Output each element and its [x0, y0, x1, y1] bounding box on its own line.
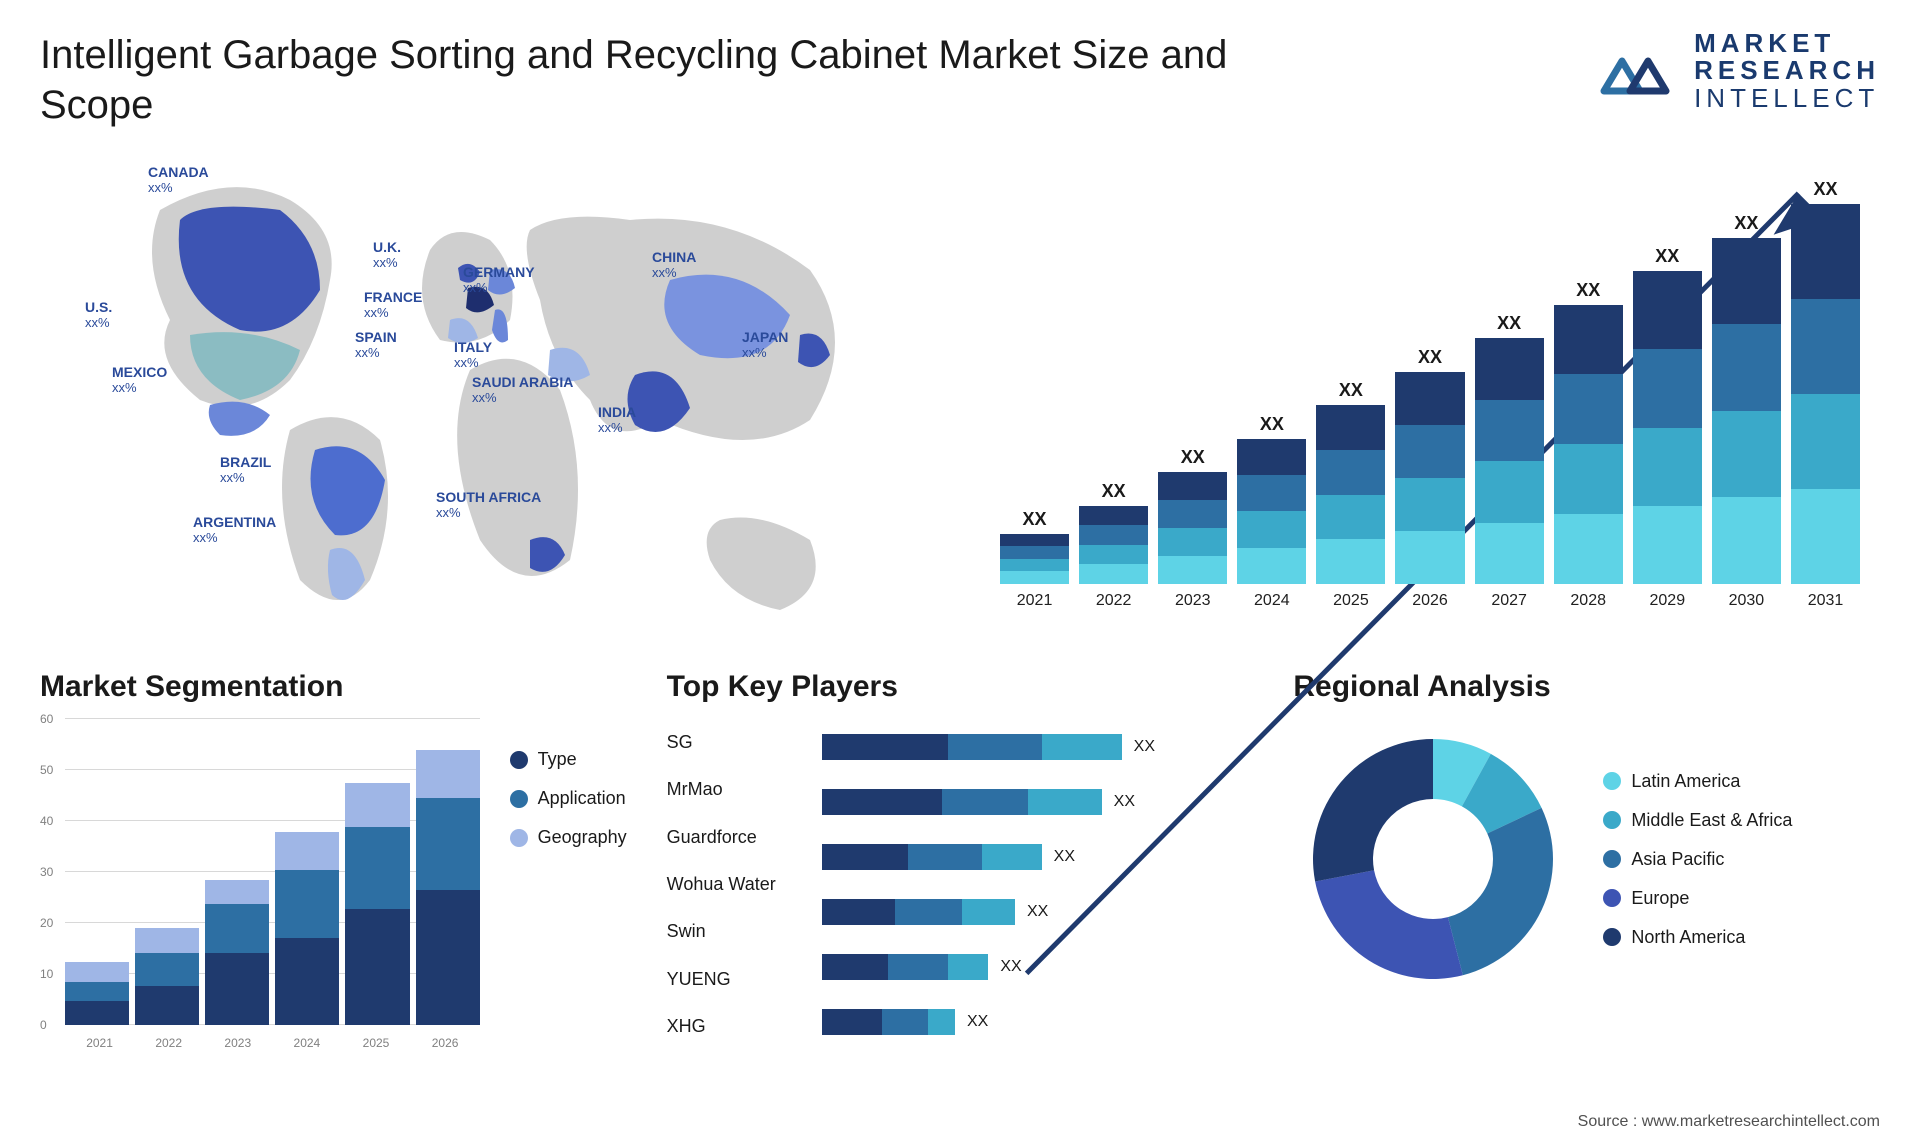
main-bar-chart: XX 2021 XX 2022 XX 2023 XX 2024 XX 2025 XX 2026 XX 20… — [980, 140, 1880, 640]
regional-legend: Latin America Middle East & Africa Asia Pa… — [1603, 771, 1792, 948]
logo-line2: RESEARCH — [1694, 57, 1880, 84]
player-value-label: XX — [1134, 738, 1155, 756]
players-title: Top Key Players — [667, 670, 1254, 704]
legend-item: Middle East & Africa — [1603, 810, 1792, 831]
bar-top-label: XX — [1418, 347, 1442, 368]
country-label: CANADAxx% — [148, 165, 209, 196]
player-name: Wohua Water — [667, 874, 807, 895]
bar-x-label: 2021 — [1017, 592, 1053, 610]
players-panel: Top Key Players SG MrMao Guardforce Wohua W… — [667, 670, 1254, 1050]
bar-x-label: 2024 — [1254, 592, 1290, 610]
bar-column: XX 2022 — [1079, 481, 1148, 610]
country-label: SPAINxx% — [355, 330, 397, 361]
player-name: YUENG — [667, 969, 807, 990]
country-label: ITALYxx% — [454, 340, 492, 371]
bar-top-label: XX — [1260, 414, 1284, 435]
regional-title: Regional Analysis — [1293, 670, 1880, 704]
country-label: U.K.xx% — [373, 240, 401, 271]
bar-x-label: 2026 — [1412, 592, 1448, 610]
legend-item: Latin America — [1603, 771, 1792, 792]
player-bar-row: XX — [822, 954, 1254, 980]
source-attribution: Source : www.marketresearchintellect.com — [1578, 1113, 1880, 1131]
bar-x-label: 2022 — [1096, 592, 1132, 610]
bar-x-label: 2025 — [1333, 592, 1369, 610]
logo-line3: INTELLECT — [1694, 85, 1880, 112]
player-bar-row: XX — [822, 899, 1254, 925]
logo-line1: MARKET — [1694, 30, 1880, 57]
donut-segment — [1448, 808, 1553, 975]
donut-segment — [1315, 870, 1463, 979]
bar-column: XX 2025 — [1316, 380, 1385, 610]
bar-column: XX 2024 — [1237, 414, 1306, 610]
bar-column: XX 2030 — [1712, 213, 1781, 610]
player-bars-chart: XX XX XX XX XX XX — [822, 719, 1254, 1050]
bar-column: XX 2021 — [1000, 509, 1069, 610]
bar-column: XX 2026 — [1395, 347, 1464, 610]
logo-icon — [1600, 41, 1680, 101]
country-label: JAPANxx% — [742, 330, 788, 361]
regional-panel: Regional Analysis Latin America Middle Ea… — [1293, 670, 1880, 1050]
bar-column: XX 2028 — [1554, 280, 1623, 610]
brand-logo: MARKET RESEARCH INTELLECT — [1600, 30, 1880, 112]
bar-top-label: XX — [1734, 213, 1758, 234]
legend-item: North America — [1603, 927, 1792, 948]
player-name: Guardforce — [667, 827, 807, 848]
bar-top-label: XX — [1497, 313, 1521, 334]
bar-x-label: 2031 — [1808, 592, 1844, 610]
bar-x-label: 2029 — [1650, 592, 1686, 610]
player-names-list: SG MrMao Guardforce Wohua Water Swin YUENG XHG — [667, 719, 807, 1050]
bar-column: XX 2027 — [1475, 313, 1544, 610]
segmentation-panel: Market Segmentation 0102030405060 202120… — [40, 670, 627, 1050]
bar-top-label: XX — [1102, 481, 1126, 502]
player-value-label: XX — [1000, 958, 1021, 976]
legend-item: Europe — [1603, 888, 1792, 909]
donut-segment — [1313, 739, 1433, 881]
regional-donut — [1293, 719, 1573, 999]
bar-x-label: 2027 — [1491, 592, 1527, 610]
country-label: SAUDI ARABIAxx% — [472, 375, 573, 406]
player-name: SG — [667, 732, 807, 753]
segmentation-title: Market Segmentation — [40, 670, 627, 704]
bar-x-label: 2023 — [1175, 592, 1211, 610]
bar-top-label: XX — [1813, 179, 1837, 200]
country-label: SOUTH AFRICAxx% — [436, 490, 541, 521]
player-bar-row: XX — [822, 1009, 1254, 1035]
segmentation-legend: Type Application Geography — [510, 719, 627, 1050]
legend-item: Geography — [510, 827, 627, 848]
world-map-panel: CANADAxx% U.S.xx% MEXICOxx% BRAZILxx% ARGENT… — [40, 140, 940, 640]
player-bar-row: XX — [822, 734, 1254, 760]
country-label: BRAZILxx% — [220, 455, 271, 486]
bar-column: XX 2029 — [1633, 246, 1702, 610]
country-label: ARGENTINAxx% — [193, 515, 276, 546]
legend-item: Type — [510, 749, 627, 770]
player-name: XHG — [667, 1016, 807, 1037]
player-value-label: XX — [1114, 793, 1135, 811]
player-bar-row: XX — [822, 844, 1254, 870]
bar-column: XX 2031 — [1791, 179, 1860, 610]
player-value-label: XX — [1054, 848, 1075, 866]
country-label: MEXICOxx% — [112, 365, 167, 396]
bar-x-label: 2030 — [1729, 592, 1765, 610]
player-name: MrMao — [667, 779, 807, 800]
player-bar-row: XX — [822, 789, 1254, 815]
bar-top-label: XX — [1023, 509, 1047, 530]
bar-top-label: XX — [1181, 447, 1205, 468]
country-label: FRANCExx% — [364, 290, 422, 321]
player-name: Swin — [667, 921, 807, 942]
page-title: Intelligent Garbage Sorting and Recyclin… — [40, 30, 1240, 130]
country-label: INDIAxx% — [598, 405, 636, 436]
player-value-label: XX — [1027, 903, 1048, 921]
bar-x-label: 2028 — [1570, 592, 1606, 610]
player-value-label: XX — [967, 1013, 988, 1031]
bar-top-label: XX — [1655, 246, 1679, 267]
country-label: GERMANYxx% — [463, 265, 535, 296]
legend-item: Asia Pacific — [1603, 849, 1792, 870]
bar-top-label: XX — [1339, 380, 1363, 401]
segmentation-chart: 0102030405060 202120222023202420252026 — [40, 719, 480, 1050]
country-label: CHINAxx% — [652, 250, 696, 281]
country-label: U.S.xx% — [85, 300, 112, 331]
bar-top-label: XX — [1576, 280, 1600, 301]
legend-item: Application — [510, 788, 627, 809]
bar-column: XX 2023 — [1158, 447, 1227, 610]
